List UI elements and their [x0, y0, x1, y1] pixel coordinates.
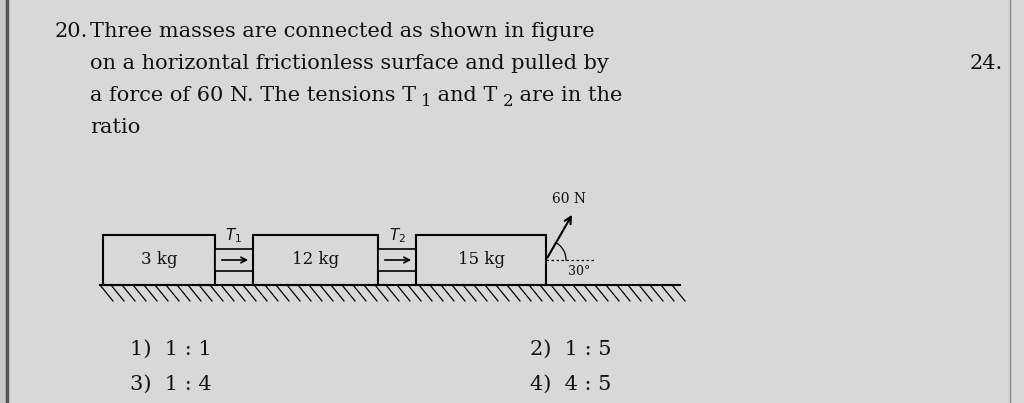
Text: and T: and T [431, 86, 498, 105]
Text: 12 kg: 12 kg [292, 251, 339, 268]
Text: are in the: are in the [513, 86, 623, 105]
Text: 24.: 24. [970, 54, 1004, 73]
Text: 30°: 30° [568, 265, 591, 278]
Text: 60 N: 60 N [552, 192, 586, 206]
Text: 1: 1 [421, 93, 432, 110]
Text: a force of 60 N. The tensions T: a force of 60 N. The tensions T [90, 86, 416, 105]
Text: $T_2$: $T_2$ [388, 226, 406, 245]
Bar [416, 235, 546, 285]
Text: 15 kg: 15 kg [458, 251, 505, 268]
Text: $T_1$: $T_1$ [225, 226, 243, 245]
Text: 2)  1 : 5: 2) 1 : 5 [530, 340, 611, 359]
Bar [103, 235, 215, 285]
Text: 20.: 20. [55, 22, 88, 41]
Text: 3)  1 : 4: 3) 1 : 4 [130, 375, 212, 394]
Bar [378, 249, 416, 271]
Bar [215, 249, 253, 271]
Text: 2: 2 [503, 93, 514, 110]
Bar [253, 235, 378, 285]
Text: Three masses are connected as shown in figure: Three masses are connected as shown in f… [90, 22, 595, 41]
Text: 1)  1 : 1: 1) 1 : 1 [130, 340, 212, 359]
Text: 3 kg: 3 kg [140, 251, 177, 268]
Text: on a horizontal frictionless surface and pulled by: on a horizontal frictionless surface and… [90, 54, 609, 73]
Text: 4)  4 : 5: 4) 4 : 5 [530, 375, 611, 394]
Text: ratio: ratio [90, 118, 140, 137]
